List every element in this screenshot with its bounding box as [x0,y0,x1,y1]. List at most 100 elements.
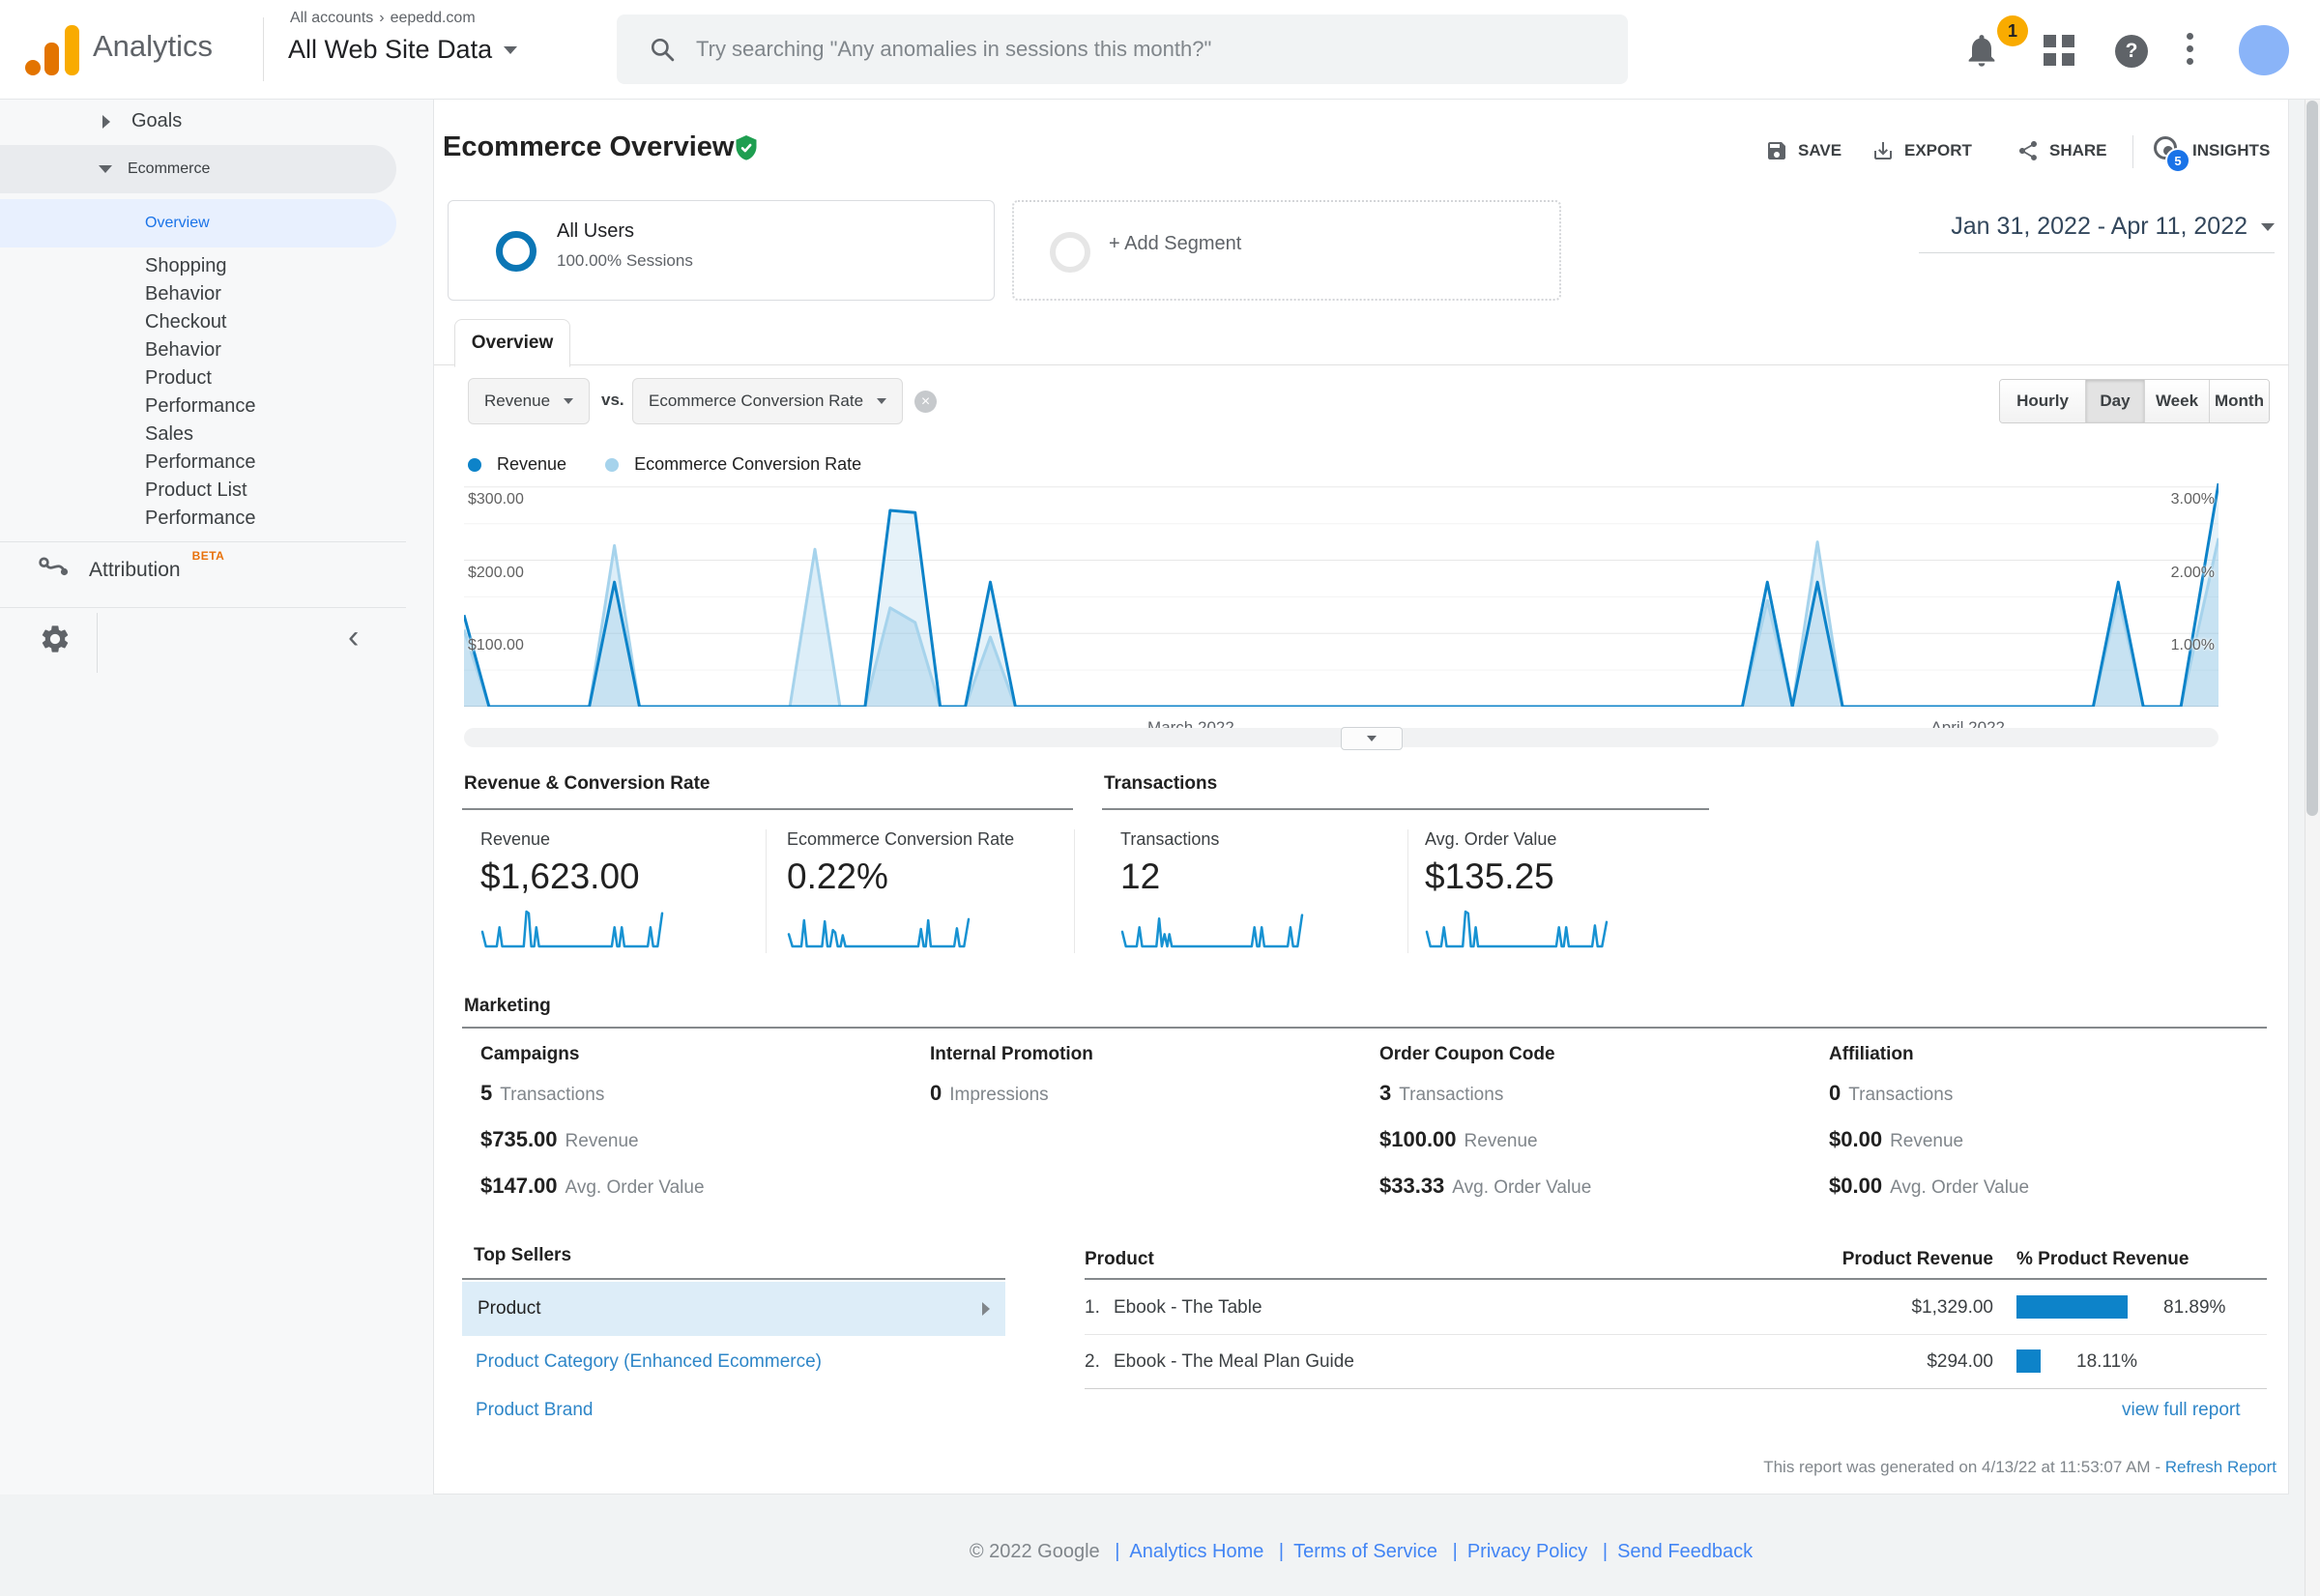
legend-dot-revenue [468,457,481,472]
copyright: © 2022 Google [969,1541,1100,1562]
notifications-bell-icon[interactable] [1962,29,2001,72]
y-axis-tick-label: 3.00% [2170,490,2215,508]
add-segment-button[interactable]: + Add Segment [1012,200,1561,301]
secondary-metric-selector[interactable]: Ecommerce Conversion Rate [632,378,904,424]
metric-label-avg-order-value[interactable]: Avg. Order Value [1425,829,1557,849]
settings-gear-icon[interactable] [39,623,72,655]
percent-revenue-bar [2016,1295,2128,1319]
sidebar-divider [0,607,406,608]
property-selector[interactable]: All Web Site Data [288,35,518,65]
metric-value-avg-order-value: $135.25 [1425,856,1554,896]
breadcrumb-root[interactable]: All accounts [290,10,374,26]
beta-badge: BETA [191,549,225,563]
footer-link-feedback[interactable]: Send Feedback [1617,1541,1754,1562]
section-title-marketing: Marketing [464,996,551,1016]
sparkline-revenue [480,910,664,948]
date-range-selector[interactable]: Jan 31, 2022 - Apr 11, 2022 [1919,213,2275,253]
sidebar-item-checkout-behavior[interactable]: Checkout Behavior [145,311,227,361]
y-axis-tick-label: 1.00% [2170,637,2215,654]
expand-right-icon [102,114,110,129]
sidebar-item-attribution[interactable]: Attribution BETA [37,549,224,588]
save-icon [1768,142,1785,160]
legend-label-revenue[interactable]: Revenue [497,454,567,474]
report-generated-note: This report was generated on 4/13/22 at … [1763,1458,2276,1476]
top-sellers-item-product-category[interactable]: Product Category (Enhanced Ecommerce) [476,1351,822,1372]
view-full-report-link[interactable]: view full report [2122,1400,2241,1420]
sidebar-item-product-performance[interactable]: Product Performance [145,367,256,417]
sidebar-ecommerce-subitems: Shopping Behavior Checkout Behavior Prod… [145,252,285,533]
share-icon [2019,141,2037,160]
help-icon[interactable]: ? [2115,35,2148,68]
granularity-month[interactable]: Month [2210,380,2269,422]
table-row-rank: 2. [1085,1351,1100,1372]
search-input[interactable] [694,36,1568,63]
export-button[interactable]: EXPORT [1871,133,1972,168]
avatar[interactable] [2239,25,2289,75]
share-label: SHARE [2049,141,2107,160]
scrollbar-thumb[interactable] [2306,101,2318,816]
chevron-down-icon [564,398,574,404]
metric-label-conversion-rate[interactable]: Ecommerce Conversion Rate [787,829,1015,849]
sidebar-item-ecommerce[interactable]: Ecommerce [0,145,396,193]
section-title-revenue-conversion: Revenue & Conversion Rate [464,773,710,794]
marketing-col-campaigns-title[interactable]: Campaigns [480,1044,580,1064]
insights-button[interactable]: 5 INSIGHTS [2154,133,2270,173]
apps-grid-icon[interactable] [2044,35,2074,66]
top-sellers-item-product-brand[interactable]: Product Brand [476,1400,594,1420]
more-options-icon[interactable] [2187,33,2193,65]
y-axis-tick-label: $100.00 [468,637,524,654]
section-underline [462,808,1073,810]
collapse-sidebar-icon[interactable]: ‹ [348,619,360,655]
notification-count-badge: 1 [1997,15,2028,46]
top-sellers-item-product[interactable]: Product [462,1282,1005,1336]
footer-link-terms[interactable]: Terms of Service [1293,1541,1438,1562]
granularity-hourly[interactable]: Hourly [2000,380,2086,422]
save-button[interactable]: SAVE [1765,133,1842,168]
sidebar-item-overview[interactable]: Overview [0,199,396,247]
marketing-col-order-coupon-title[interactable]: Order Coupon Code [1379,1044,1555,1064]
metric-label-transactions[interactable]: Transactions [1120,829,1220,849]
table-header-percent-revenue[interactable]: % Product Revenue [2016,1249,2190,1269]
chart-plot-area[interactable] [462,482,2220,709]
segment-all-users[interactable]: All Users 100.00% Sessions [448,200,995,301]
sidebar-item-goals[interactable]: Goals [102,110,182,132]
sidebar-item-sales-performance[interactable]: Sales Performance [145,423,256,473]
granularity-week[interactable]: Week [2145,380,2210,422]
primary-metric-selector[interactable]: Revenue [468,378,591,424]
legend-label-conversion-rate[interactable]: Ecommerce Conversion Rate [634,454,862,474]
table-header-product[interactable]: Product [1085,1249,1154,1269]
table-row-product-link[interactable]: Ebook - The Meal Plan Guide [1114,1351,1354,1372]
analytics-logo-icon[interactable] [23,21,79,77]
attribution-label: Attribution [89,559,181,581]
footer-link-privacy[interactable]: Privacy Policy [1466,1541,1588,1562]
timeseries-chart[interactable]: $100.00$200.00$300.001.00%2.00%3.00%Marc… [462,482,2220,754]
page-title: Ecommerce Overview [443,131,735,162]
table-row-percent: 18.11% [2076,1351,2138,1372]
sidebar-item-shopping-behavior[interactable]: Shopping Behavior [145,255,227,305]
metric-label-revenue[interactable]: Revenue [480,829,551,849]
remove-metric-icon[interactable]: × [914,391,937,413]
table-header-product-revenue[interactable]: Product Revenue [1842,1249,1993,1269]
table-row-product-link[interactable]: Ebook - The Table [1114,1297,1262,1318]
search-bar[interactable] [617,15,1628,84]
sidebar-item-product-list-performance[interactable]: Product List Performance [145,479,256,529]
table-row-separator [1085,1334,2267,1335]
legend-dot-conversion-rate [605,457,620,472]
breadcrumb-site[interactable]: eepedd.com [390,10,476,26]
share-button[interactable]: SHARE [2016,133,2107,168]
add-segment-label: + Add Segment [1109,233,1242,254]
marketing-col-affiliation-title[interactable]: Affiliation [1829,1044,1914,1064]
search-icon [651,38,675,62]
tab-baseline [434,364,2289,365]
percent-revenue-bar [2016,1349,2041,1373]
save-label: SAVE [1798,141,1842,160]
breadcrumb[interactable]: All accounts › eepedd.com [290,10,476,27]
footer-link-analytics-home[interactable]: Analytics Home [1129,1541,1264,1562]
collapse-chart-button[interactable] [1341,727,1403,750]
granularity-day[interactable]: Day [2086,380,2145,422]
marketing-col-internal-promotion-title[interactable]: Internal Promotion [930,1044,1093,1064]
verified-shield-icon [736,135,757,160]
refresh-report-link[interactable]: Refresh Report [2164,1458,2276,1476]
tab-overview[interactable]: Overview [454,319,570,367]
